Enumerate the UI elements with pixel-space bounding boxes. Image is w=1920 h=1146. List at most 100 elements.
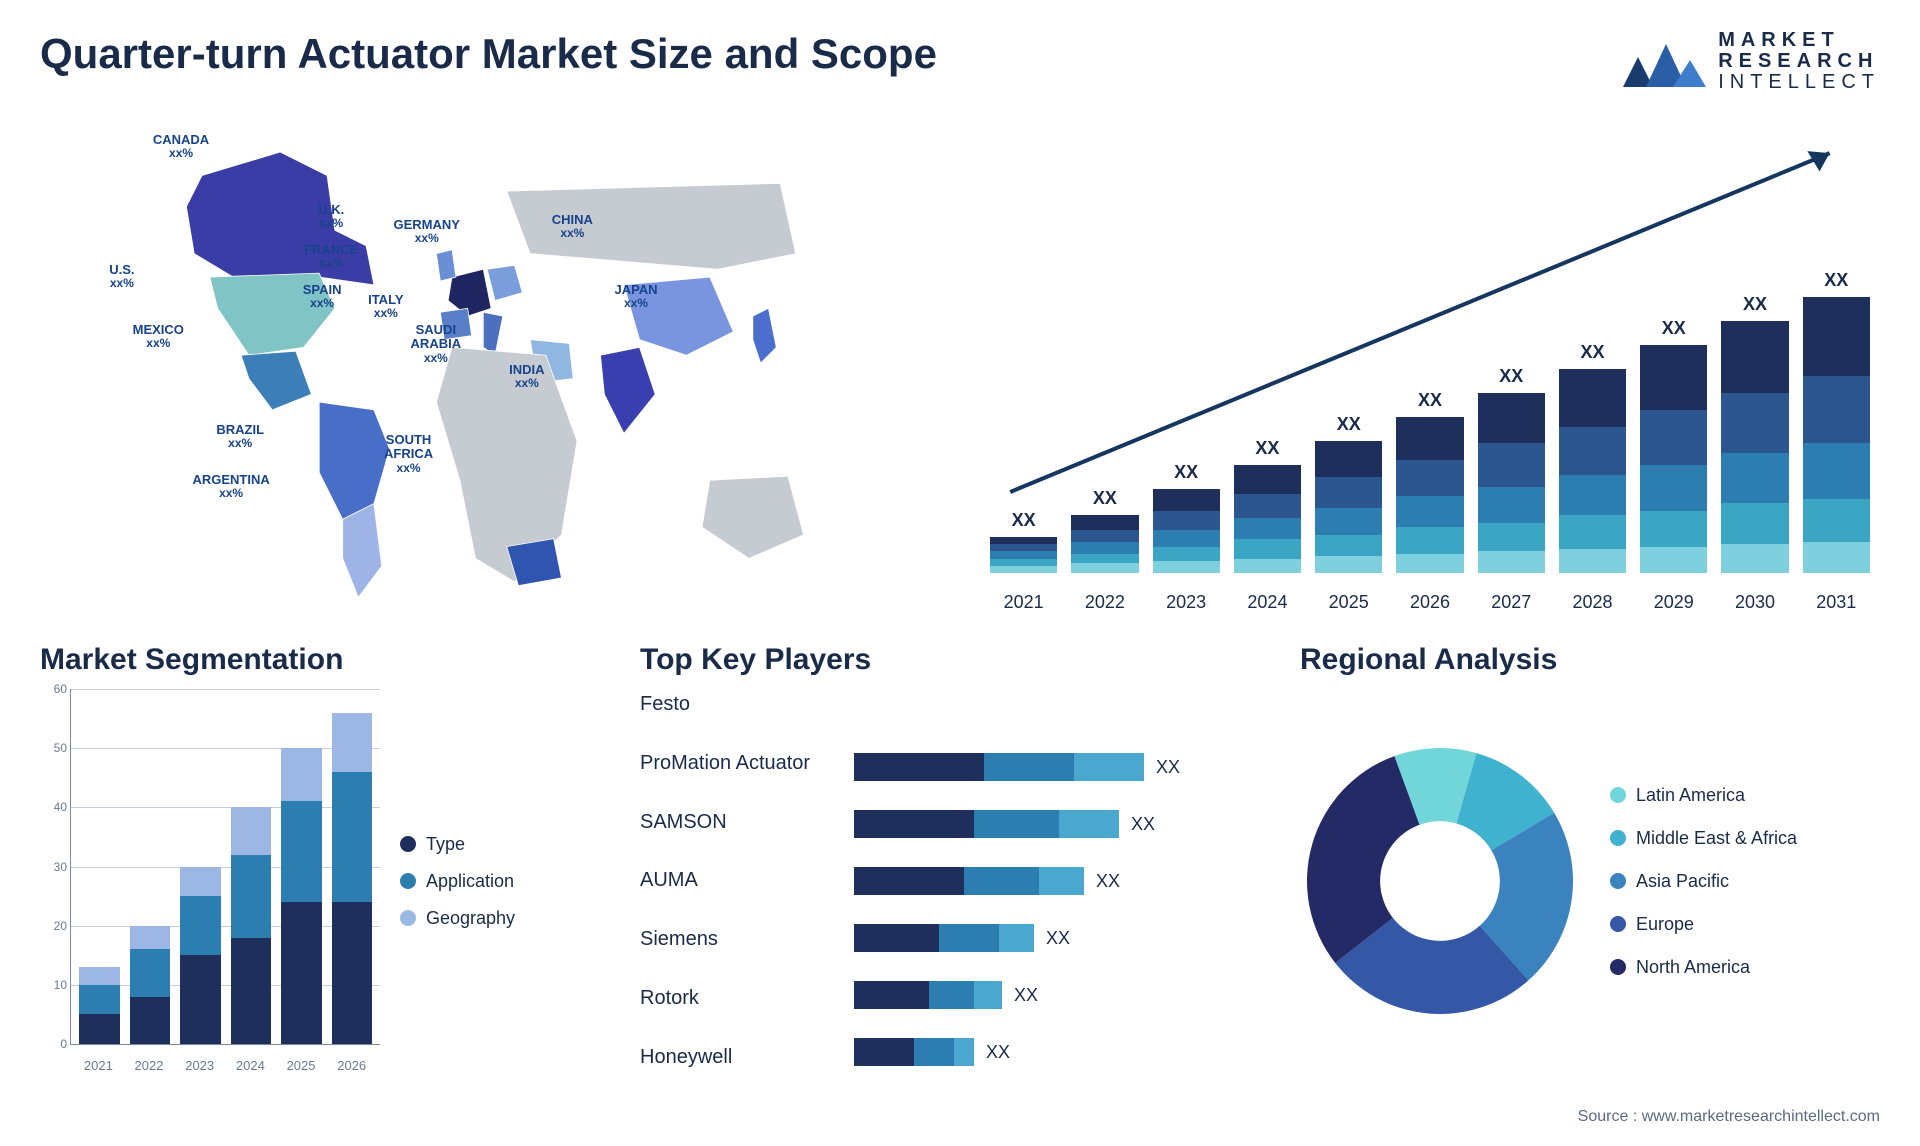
player-bar [854, 981, 1002, 1009]
growth-xlabel: 2027 [1478, 586, 1545, 613]
growth-seg [1559, 369, 1626, 427]
player-seg [914, 1038, 954, 1066]
growth-seg [1153, 561, 1220, 573]
player-value: XX [1156, 757, 1180, 778]
growth-seg [1559, 549, 1626, 573]
growth-bar-label: XX [1824, 270, 1848, 291]
growth-bar-stack [1234, 465, 1301, 573]
growth-bar-stack [1153, 489, 1220, 573]
player-value: XX [1131, 814, 1155, 835]
growth-bar-2029: XX [1640, 318, 1707, 573]
player-row: XX [854, 750, 1260, 784]
player-row: XX [854, 1035, 1260, 1069]
player-seg [854, 981, 929, 1009]
growth-xlabel: 2024 [1234, 586, 1301, 613]
seg-seg [231, 807, 272, 854]
growth-seg [1234, 518, 1301, 540]
growth-bar-2022: XX [1071, 488, 1138, 573]
seg-ylabel: 50 [45, 741, 67, 755]
region-legend-item: Middle East & Africa [1610, 828, 1797, 849]
seg-seg [79, 985, 120, 1015]
map-label-japan: JAPANxx% [604, 283, 668, 310]
growth-seg [990, 551, 1057, 558]
player-value: XX [1096, 871, 1120, 892]
growth-seg [1234, 539, 1301, 558]
growth-bar-2021: XX [990, 510, 1057, 573]
regional-panel: Regional Analysis Latin AmericaMiddle Ea… [1300, 643, 1880, 1073]
legend-label: Middle East & Africa [1636, 828, 1797, 849]
logo-mark-icon [1618, 32, 1708, 92]
seg-seg [130, 949, 171, 996]
legend-dot-icon [400, 873, 416, 889]
map-label-india: INDIAxx% [495, 363, 559, 390]
growth-seg [1478, 551, 1545, 573]
map-label-u-k-: U.K.xx% [304, 203, 359, 230]
player-bar [854, 753, 1144, 781]
seg-ylabel: 40 [45, 800, 67, 814]
segmentation-chart: 0102030405060 202120222023202420252026 [40, 689, 380, 1073]
growth-xlabel: 2023 [1153, 586, 1220, 613]
player-bar [854, 924, 1034, 952]
growth-bar-2027: XX [1478, 366, 1545, 573]
seg-seg [130, 926, 171, 950]
growth-bar-label: XX [1093, 488, 1117, 509]
growth-xlabel: 2028 [1559, 586, 1626, 613]
player-value: XX [1046, 928, 1070, 949]
growth-seg [1803, 542, 1870, 573]
segmentation-panel: Market Segmentation 0102030405060 202120… [40, 643, 600, 1073]
growth-seg [1640, 511, 1707, 547]
map-label-france: FRANCExx% [295, 243, 368, 270]
growth-seg [1071, 542, 1138, 554]
legend-dot-icon [1610, 873, 1626, 889]
growth-seg [1153, 489, 1220, 511]
player-value: XX [986, 1042, 1010, 1063]
player-seg [939, 924, 999, 952]
growth-xlabel: 2026 [1396, 586, 1463, 613]
seg-seg [231, 855, 272, 938]
players-title: Top Key Players [640, 643, 1260, 677]
growth-seg [1559, 475, 1626, 516]
segmentation-legend: TypeApplicationGeography [400, 689, 515, 1073]
legend-dot-icon [1610, 959, 1626, 975]
bottom-row: Market Segmentation 0102030405060 202120… [40, 643, 1880, 1073]
player-row [854, 693, 1260, 727]
growth-seg [1559, 515, 1626, 549]
growth-seg [1721, 503, 1788, 544]
growth-seg [1803, 376, 1870, 443]
growth-xlabel: 2025 [1315, 586, 1382, 613]
map-label-canada: CANADAxx% [145, 133, 218, 160]
growth-bar-stack [1396, 417, 1463, 573]
map-label-spain: SPAINxx% [290, 283, 354, 310]
seg-bars [79, 689, 372, 1044]
growth-seg [1153, 530, 1220, 547]
player-seg [854, 753, 984, 781]
legend-label: Latin America [1636, 785, 1745, 806]
player-seg [964, 867, 1039, 895]
legend-dot-icon [400, 836, 416, 852]
region-legend-item: Asia Pacific [1610, 871, 1797, 892]
region-legend-item: North America [1610, 957, 1797, 978]
player-seg [954, 1038, 974, 1066]
regional-body: Latin America Middle East & Africa Asia Pa… [1300, 689, 1880, 1073]
growth-bar-stack [1803, 297, 1870, 573]
players-body: FestoProMation ActuatorSAMSONAUMASiemens… [640, 689, 1260, 1073]
seg-bar-2023 [180, 689, 221, 1044]
segmentation-title: Market Segmentation [40, 643, 600, 677]
growth-seg [1315, 477, 1382, 508]
player-row: XX [854, 921, 1260, 955]
growth-bar-label: XX [1662, 318, 1686, 339]
growth-seg [1478, 443, 1545, 486]
seg-bar-2026 [332, 689, 373, 1044]
seg-seg [180, 955, 221, 1044]
map-label-germany: GERMANYxx% [386, 218, 468, 245]
growth-xlabel: 2021 [990, 586, 1057, 613]
map-label-u-s-: U.S.xx% [90, 263, 154, 290]
growth-bar-2030: XX [1721, 294, 1788, 573]
growth-seg [1234, 465, 1301, 494]
map-label-south-africa: SOUTHAFRICAxx% [368, 433, 450, 475]
growth-seg [1071, 563, 1138, 573]
seg-seg [79, 1014, 120, 1044]
seg-seg [79, 967, 120, 985]
growth-bar-stack [1640, 345, 1707, 573]
growth-seg [1396, 527, 1463, 553]
